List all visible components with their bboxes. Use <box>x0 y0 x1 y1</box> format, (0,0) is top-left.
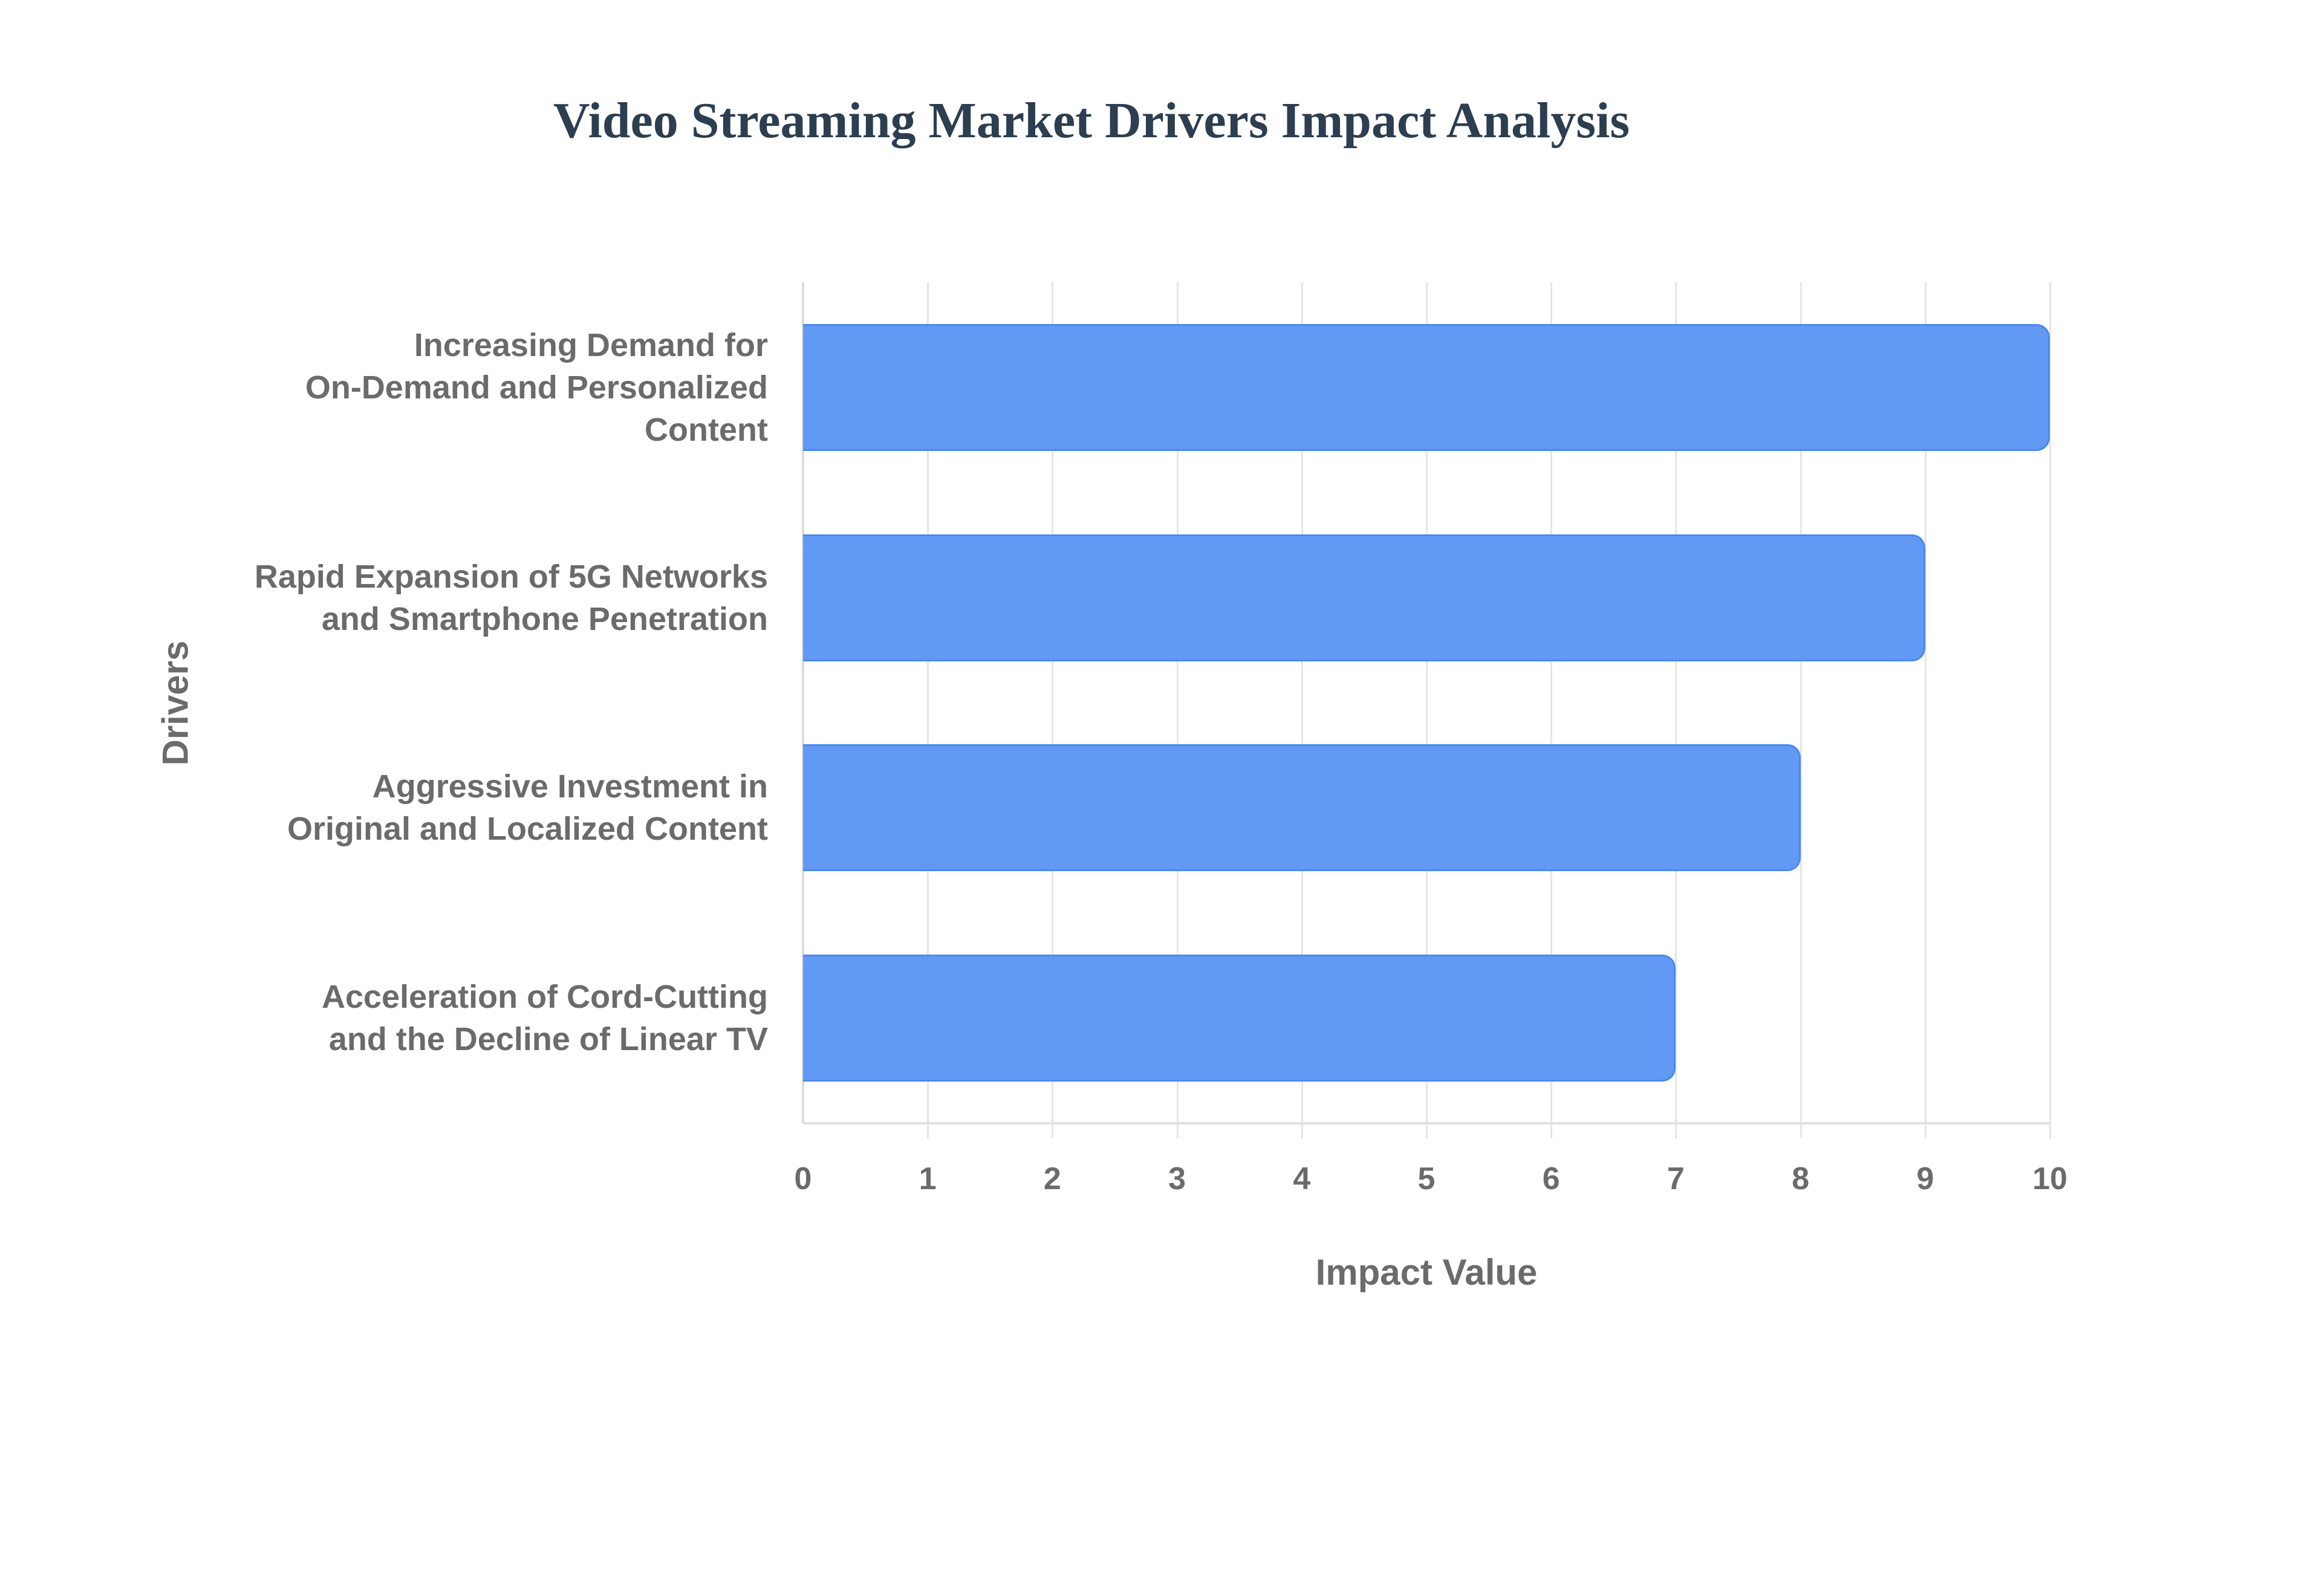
x-axis-title: Impact Value <box>1315 1252 1538 1293</box>
gridline <box>1550 282 1553 1138</box>
x-axis-line <box>803 1122 2050 1124</box>
x-tick-label: 0 <box>794 1161 812 1196</box>
gridline <box>1426 282 1428 1138</box>
y-tick-label: Increasing Demand for On-Demand and Pers… <box>305 326 768 448</box>
gridline <box>927 282 929 1138</box>
gridline <box>1800 282 1802 1138</box>
gridline <box>2049 282 2051 1138</box>
x-tick-label: 10 <box>2032 1161 2067 1196</box>
gridline <box>1924 282 1927 1138</box>
x-tick-label: 2 <box>1043 1161 1061 1196</box>
x-tick-label: 8 <box>1792 1161 1810 1196</box>
gridline <box>1052 282 1054 1138</box>
plot-area: 0 1 2 3 4 5 6 7 8 9 10 <box>795 282 2067 1196</box>
chart-title: Video Streaming Market Drivers Impact An… <box>553 92 1630 149</box>
x-tick-label: 9 <box>1916 1161 1934 1196</box>
x-tick-label: 6 <box>1542 1161 1560 1196</box>
bar[interactable] <box>803 534 1925 661</box>
y-tick-label: Rapid Expansion of 5G Networks and Smart… <box>254 558 768 637</box>
y-tick-label: Acceleration of Cord-Cutting and the Dec… <box>322 979 768 1058</box>
y-axis-line <box>802 282 804 1123</box>
x-tick-label: 4 <box>1293 1161 1311 1196</box>
x-tick-label: 7 <box>1667 1161 1685 1196</box>
bar[interactable] <box>803 955 1676 1082</box>
gridline <box>1176 282 1179 1138</box>
bar[interactable] <box>803 744 1801 872</box>
x-tick-label: 5 <box>1417 1161 1436 1196</box>
x-tick-label: 1 <box>919 1161 937 1196</box>
gridline <box>1301 282 1303 1138</box>
y-axis-title: Drivers <box>155 640 196 766</box>
bar[interactable] <box>803 323 2050 451</box>
x-tick-label: 3 <box>1168 1161 1186 1196</box>
gridline <box>1675 282 1677 1138</box>
y-tick-label: Aggressive Investment in Original and Lo… <box>287 768 768 848</box>
